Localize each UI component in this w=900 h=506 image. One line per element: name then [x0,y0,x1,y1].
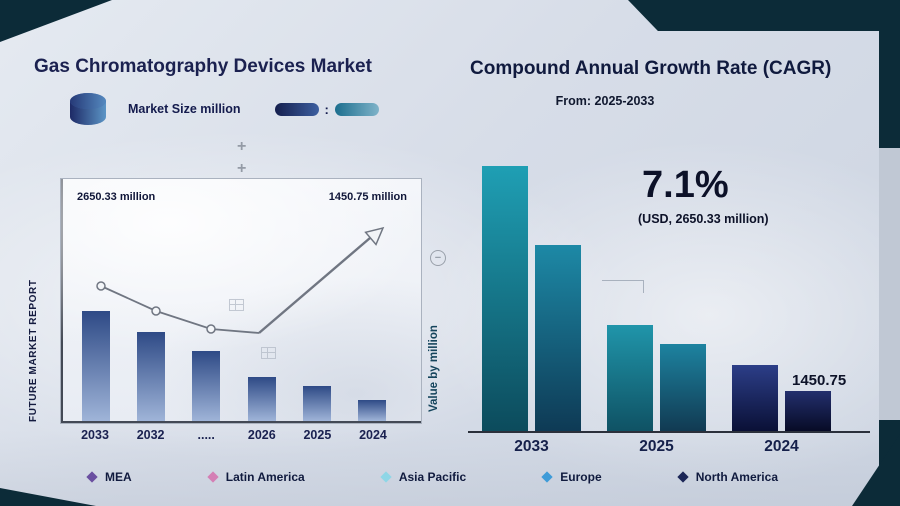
left-bar-slot [77,187,115,421]
market-size-bar-2024 [357,399,386,421]
left-bar-slot [187,187,225,421]
step-line-decoration [602,280,644,293]
diamond-icon [86,471,98,483]
page-title: Gas Chromatography Devices Market [34,56,372,77]
left-bar-slot [132,187,170,421]
legend-label: Latin America [225,470,305,484]
background-wave [0,430,900,506]
cagr-bar-2025-1 [607,325,653,431]
corner-accent-top-left [0,0,112,42]
cylinder-icon [70,93,106,125]
right-x-label: 2033 [514,438,549,455]
legend-item-latin-america: Latin America [207,470,305,484]
region-legend: MEA Latin America Asia Pacific Europe North … [86,470,778,484]
left-bar-slot [243,187,281,421]
cagr-bar-2033-2 [535,245,581,431]
right-chart-y-axis-label: Value by million [428,325,440,412]
right-edge-strip-dark-top [879,0,900,148]
cagr-title: Compound Annual Growth Rate (CAGR) [470,58,832,79]
right-chart-x-axis-line [468,431,870,433]
cagr-bars [482,166,831,431]
pill-separator: : [324,101,329,117]
right-x-label: 2024 [764,438,799,455]
left-bar-slot [298,187,336,421]
legend-item-mea: MEA [86,470,132,484]
cagr-subtitle: From: 2025-2033 [555,94,655,108]
cagr-annotation-1450: 1450.75 [792,372,847,389]
pill-teal-icon [334,102,379,116]
pill-legend: : [274,101,379,117]
cagr-note: (USD, 2650.33 million) [638,212,769,226]
cagr-bar-2033-1 [482,166,528,431]
cagr-value: 7.1% [642,164,729,206]
market-size-bar-2026 [247,376,276,421]
diamond-icon [207,471,219,483]
plus-decoration-icon: + [237,138,247,155]
market-size-bars [77,187,391,421]
left-x-label: 2026 [247,428,276,442]
left-bar-slot [353,187,391,421]
left-x-label: ..... [197,428,215,442]
cagr-bar-group-2024 [732,365,831,431]
left-x-label: 2033 [81,428,109,442]
legend-item-europe: Europe [541,470,602,484]
legend-label: Europe [560,470,602,484]
market-size-legend: Market Size million : [62,90,379,128]
market-size-bar-2032 [137,332,166,421]
left-x-label: 2025 [303,428,332,442]
legend-item-asia-pacific: Asia Pacific [380,470,467,484]
diamond-icon [380,471,392,483]
market-size-label: Market Size million [128,102,241,116]
market-size-bar-..... [192,350,221,421]
market-size-bar-2033 [82,311,110,421]
cagr-bar-group-2033 [482,166,581,431]
cagr-bar-2025-2 [660,344,706,431]
diamond-icon [677,471,689,483]
market-size-bar-2025 [302,385,331,421]
left-x-label: 2024 [359,428,387,442]
legend-label: MEA [105,470,132,484]
cagr-bar-2024-2 [785,391,831,431]
right-x-label: 2025 [639,438,674,455]
corner-accent-top-right [628,0,900,31]
market-size-chart: 2650.33 million 1450.75 million [60,178,422,424]
cagr-bar-group-2025 [607,325,706,431]
pill-dark-icon [274,102,319,116]
value-label-2033: 2650.33 million [77,191,156,203]
left-chart-y-axis-label: FUTURE MARKET REPORT [28,279,39,422]
legend-label: Asia Pacific [398,470,467,484]
value-label-2024: 1450.75 million [328,191,407,203]
diamond-icon [541,471,553,483]
right-x-axis: 2033 2025 2024 [482,438,831,456]
left-x-label: 2032 [136,428,165,442]
legend-item-north-america: North America [677,470,778,484]
plus-decoration-icon: + [237,160,247,177]
table-glyph-decoration [261,347,276,359]
circle-minus-icon: − [430,250,446,266]
left-x-axis: 2033 2032..... 2026 2025 2024 [76,428,392,442]
cagr-bar-2024-1 [732,365,778,431]
legend-label: North America [695,470,778,484]
